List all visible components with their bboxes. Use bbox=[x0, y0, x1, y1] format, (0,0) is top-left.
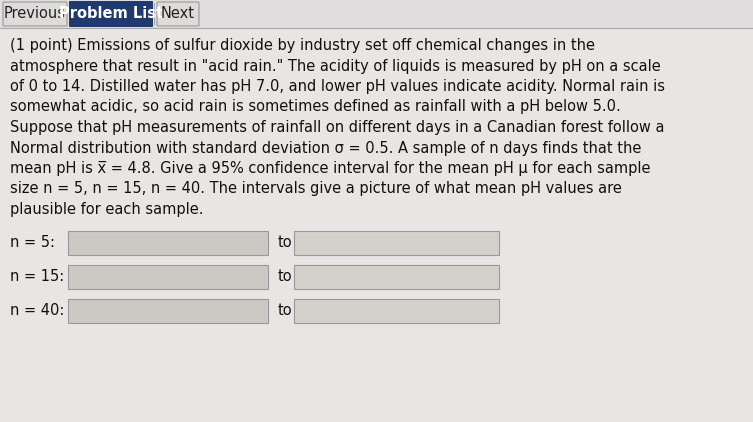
Text: of 0 to 14. Distilled water has pH 7.0, and lower pH values indicate acidity. No: of 0 to 14. Distilled water has pH 7.0, … bbox=[10, 79, 665, 94]
Text: Previous: Previous bbox=[4, 6, 66, 22]
Bar bbox=[0, 0, 753, 28]
Text: plausible for each sample.: plausible for each sample. bbox=[10, 202, 203, 217]
Text: Next: Next bbox=[161, 6, 195, 22]
Text: to: to bbox=[278, 269, 292, 284]
Text: to: to bbox=[278, 303, 292, 318]
Text: size n = 5, n = 15, n = 40. The intervals give a picture of what mean pH values : size n = 5, n = 15, n = 40. The interval… bbox=[10, 181, 622, 197]
FancyBboxPatch shape bbox=[157, 2, 199, 26]
Bar bbox=[68, 298, 268, 322]
Text: somewhat acidic, so acid rain is sometimes defined as rainfall with a pH below 5: somewhat acidic, so acid rain is sometim… bbox=[10, 100, 620, 114]
Text: n = 15:: n = 15: bbox=[10, 269, 64, 284]
Text: atmosphere that result in "acid rain." The acidity of liquids is measured by pH : atmosphere that result in "acid rain." T… bbox=[10, 59, 660, 73]
Text: to: to bbox=[278, 235, 292, 250]
Bar bbox=[68, 265, 268, 289]
Text: Suppose that pH measurements of rainfall on different days in a Canadian forest : Suppose that pH measurements of rainfall… bbox=[10, 120, 664, 135]
Bar bbox=[154, 3, 156, 25]
Text: n = 40:: n = 40: bbox=[10, 303, 64, 318]
Bar bbox=[68, 230, 268, 254]
Bar bbox=[294, 298, 499, 322]
FancyBboxPatch shape bbox=[3, 2, 67, 26]
Text: Normal distribution with standard deviation σ = 0.5. A sample of n days finds th: Normal distribution with standard deviat… bbox=[10, 141, 642, 155]
Text: mean pH is x̅ = 4.8. Give a 95% confidence interval for the mean pH μ for each s: mean pH is x̅ = 4.8. Give a 95% confiden… bbox=[10, 161, 651, 176]
Bar bbox=[294, 230, 499, 254]
Text: Problem List: Problem List bbox=[59, 6, 163, 22]
Text: n = 5:: n = 5: bbox=[10, 235, 55, 250]
Bar bbox=[294, 265, 499, 289]
FancyBboxPatch shape bbox=[69, 1, 153, 27]
Text: (1 point) Emissions of sulfur dioxide by industry set off chemical changes in th: (1 point) Emissions of sulfur dioxide by… bbox=[10, 38, 595, 53]
